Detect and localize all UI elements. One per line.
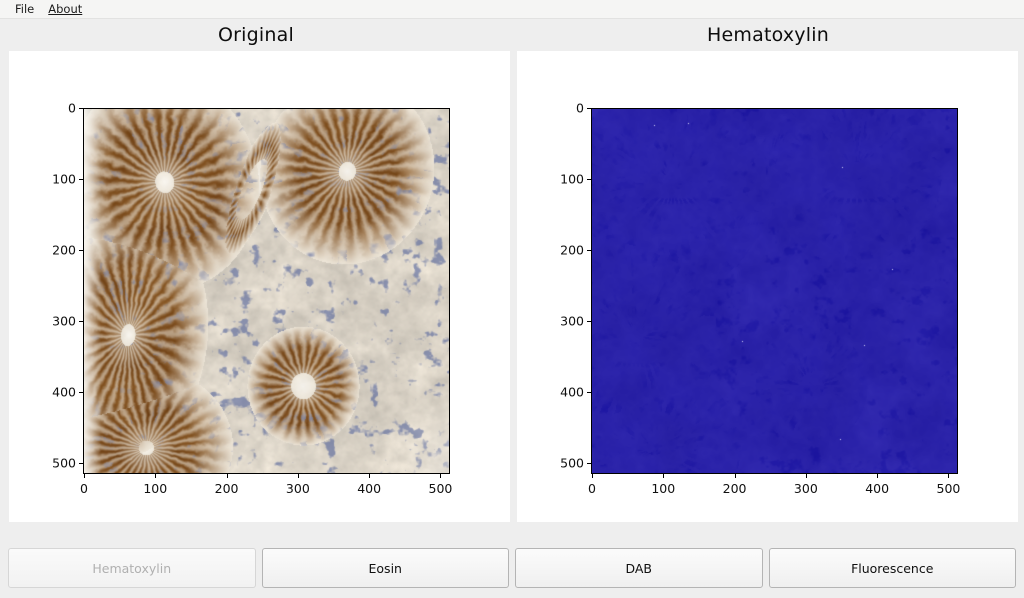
- xtick-mark-original-400: [369, 474, 371, 478]
- ihc-original-image: [84, 109, 449, 473]
- ytick-mark-hematoxylin-300: [587, 321, 591, 323]
- axes-hematoxylin: [591, 108, 958, 474]
- axes-original: [83, 108, 450, 474]
- panel-hematoxylin: Hematoxylin 0 100 200 300 400 500 0 100 200 300 40…: [512, 19, 1024, 530]
- xtick-label-hematoxylin-100: 100: [651, 481, 676, 496]
- ytick-label-hematoxylin-200: 200: [560, 242, 584, 258]
- ytick-label-original-400: 400: [52, 384, 76, 400]
- ytick-mark-original-400: [79, 392, 83, 394]
- xtick-label-original-200: 200: [214, 481, 239, 496]
- xtick-mark-original-300: [297, 474, 299, 478]
- ytick-label-hematoxylin-300: 300: [560, 313, 584, 329]
- ytick-mark-hematoxylin-0: [587, 108, 591, 109]
- xtick-label-hematoxylin-300: 300: [793, 481, 818, 496]
- stain-button-dab[interactable]: DAB: [515, 548, 763, 588]
- stain-button-hematoxylin-label: Hematoxylin: [92, 560, 172, 576]
- ytick-label-hematoxylin-400: 400: [560, 384, 584, 400]
- ytick-mark-original-100: [79, 179, 83, 181]
- ytick-label-original-100: 100: [52, 171, 76, 187]
- stain-button-hematoxylin[interactable]: Hematoxylin: [8, 548, 256, 588]
- stain-button-eosin-label: Eosin: [368, 560, 402, 576]
- menu-bar: File About: [0, 0, 1024, 19]
- figure-canvas-original[interactable]: 0 100 200 300 400 500 0 100 200 300 400 500: [9, 51, 510, 522]
- ytick-label-original-0: 0: [68, 100, 76, 116]
- figure-canvas-hematoxylin[interactable]: 0 100 200 300 400 500 0 100 200 300 400 500: [517, 51, 1018, 522]
- xtick-mark-hematoxylin-200: [734, 474, 736, 478]
- xtick-label-hematoxylin-0: 0: [588, 481, 596, 496]
- ytick-mark-original-200: [79, 250, 83, 252]
- xtick-mark-original-100: [155, 474, 157, 478]
- ytick-mark-hematoxylin-200: [587, 250, 591, 252]
- xtick-label-original-500: 500: [428, 481, 453, 496]
- axes-inner-original: [84, 109, 449, 473]
- xtick-mark-hematoxylin-100: [663, 474, 665, 478]
- ytick-mark-original-300: [79, 321, 83, 323]
- ytick-label-original-300: 300: [52, 313, 76, 329]
- menu-item-about[interactable]: About: [41, 1, 89, 17]
- ytick-label-hematoxylin-500: 500: [560, 455, 584, 471]
- hematoxylin-channel-image: [592, 109, 957, 473]
- panel-original: Original 0 100 200 300 400 500 0 100 200 300 400 50…: [0, 19, 512, 530]
- stain-button-bar: Hematoxylin Eosin DAB Fluorescence: [0, 540, 1024, 598]
- xtick-label-hematoxylin-400: 400: [865, 481, 890, 496]
- xtick-label-hematoxylin-200: 200: [722, 481, 747, 496]
- xtick-mark-original-200: [226, 474, 228, 478]
- xtick-label-original-400: 400: [357, 481, 382, 496]
- ytick-label-hematoxylin-0: 0: [576, 100, 584, 116]
- panels-container: Original 0 100 200 300 400 500 0 100 200 300 400 50…: [0, 19, 1024, 530]
- xtick-mark-hematoxylin-0: [592, 474, 593, 478]
- ytick-mark-hematoxylin-100: [587, 179, 591, 181]
- xtick-mark-original-0: [84, 474, 85, 478]
- xtick-label-original-300: 300: [285, 481, 310, 496]
- ytick-mark-original-500: [79, 463, 83, 465]
- ytick-mark-hematoxylin-500: [587, 463, 591, 465]
- xtick-label-hematoxylin-500: 500: [936, 481, 961, 496]
- ytick-label-original-200: 200: [52, 242, 76, 258]
- xtick-label-original-0: 0: [80, 481, 88, 496]
- xtick-mark-hematoxylin-500: [948, 474, 950, 478]
- xtick-label-original-100: 100: [143, 481, 168, 496]
- xtick-mark-hematoxylin-300: [805, 474, 807, 478]
- panel-title-hematoxylin: Hematoxylin: [707, 24, 829, 46]
- stain-button-fluorescence[interactable]: Fluorescence: [768, 548, 1016, 588]
- xtick-mark-original-500: [440, 474, 442, 478]
- ytick-mark-hematoxylin-400: [587, 392, 591, 394]
- panel-title-original: Original: [218, 24, 294, 46]
- stain-button-fluorescence-label: Fluorescence: [851, 560, 934, 576]
- menu-item-file[interactable]: File: [8, 1, 41, 17]
- menu-item-about-label: About: [48, 2, 83, 16]
- stain-button-dab-label: DAB: [625, 560, 653, 576]
- stain-button-eosin[interactable]: Eosin: [261, 548, 509, 588]
- ytick-label-original-500: 500: [52, 455, 76, 471]
- ytick-mark-original-0: [79, 108, 83, 109]
- ytick-label-hematoxylin-100: 100: [560, 171, 584, 187]
- menu-item-file-label: File: [15, 2, 35, 16]
- axes-inner-hematoxylin: [592, 109, 957, 473]
- xtick-mark-hematoxylin-400: [877, 474, 879, 478]
